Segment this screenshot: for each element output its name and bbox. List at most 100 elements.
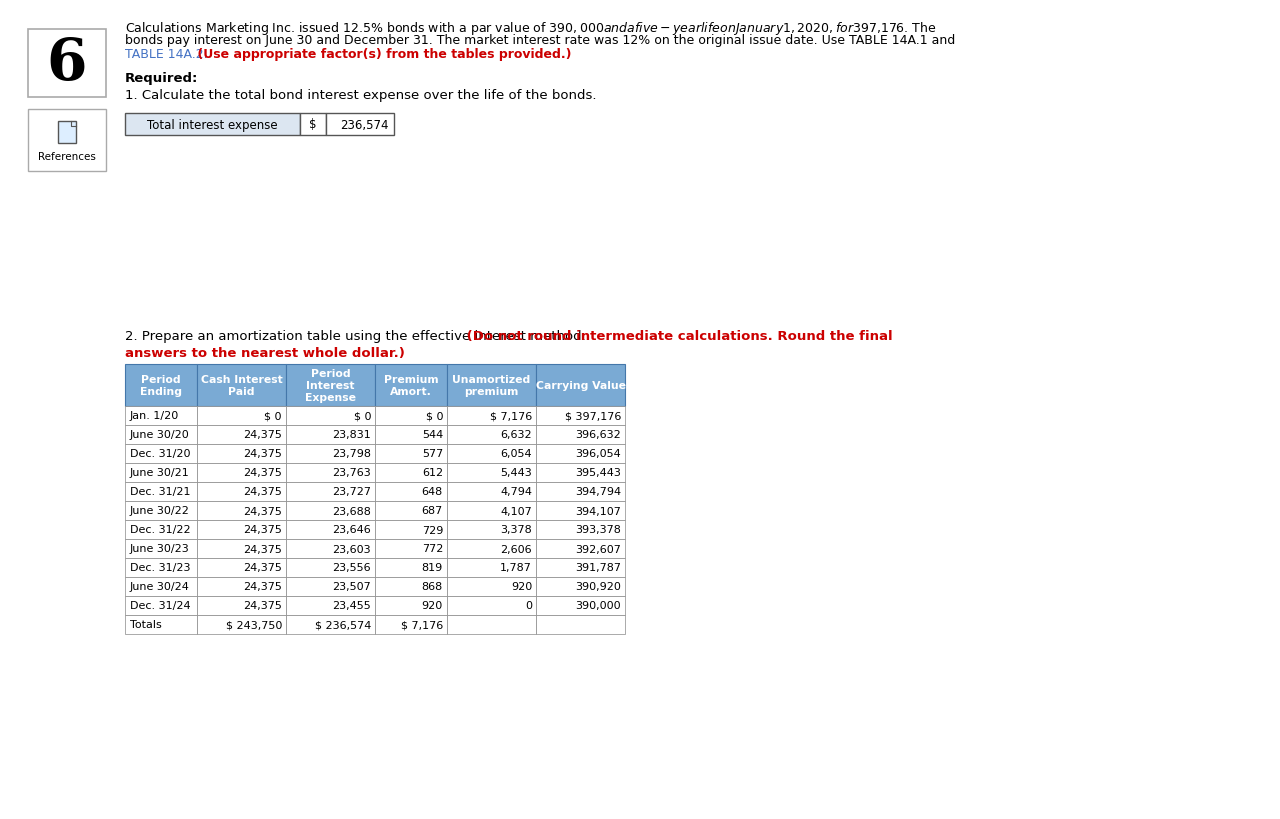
Text: 23,603: 23,603	[333, 544, 371, 554]
Text: Period
Ending: Period Ending	[140, 374, 182, 396]
FancyBboxPatch shape	[285, 520, 375, 540]
Text: 24,375: 24,375	[243, 506, 282, 516]
Text: TABLE 14A.2.: TABLE 14A.2.	[125, 48, 207, 61]
FancyBboxPatch shape	[285, 406, 375, 426]
Text: 394,107: 394,107	[576, 506, 621, 516]
FancyBboxPatch shape	[447, 501, 536, 520]
Text: Premium
Amort.: Premium Amort.	[384, 374, 438, 396]
Text: Dec. 31/20: Dec. 31/20	[131, 449, 191, 459]
Text: 612: 612	[422, 468, 443, 478]
Text: June 30/21: June 30/21	[131, 468, 189, 478]
FancyBboxPatch shape	[536, 577, 625, 596]
Text: $ 236,574: $ 236,574	[315, 620, 371, 630]
FancyBboxPatch shape	[285, 615, 375, 634]
FancyBboxPatch shape	[447, 520, 536, 540]
FancyBboxPatch shape	[375, 445, 447, 464]
Text: 24,375: 24,375	[243, 544, 282, 554]
FancyBboxPatch shape	[197, 596, 285, 615]
Text: Dec. 31/21: Dec. 31/21	[131, 487, 191, 497]
Text: 920: 920	[421, 601, 443, 611]
Text: 23,556: 23,556	[333, 563, 371, 572]
FancyBboxPatch shape	[375, 559, 447, 577]
Text: Totals: Totals	[131, 620, 161, 630]
FancyBboxPatch shape	[447, 464, 536, 482]
FancyBboxPatch shape	[197, 482, 285, 501]
FancyBboxPatch shape	[125, 364, 197, 406]
Text: Unamortized
premium: Unamortized premium	[452, 374, 531, 396]
FancyBboxPatch shape	[285, 596, 375, 615]
FancyBboxPatch shape	[447, 577, 536, 596]
Text: 2. Prepare an amortization table using the effective interest method.: 2. Prepare an amortization table using t…	[125, 329, 586, 342]
FancyBboxPatch shape	[125, 406, 197, 426]
FancyBboxPatch shape	[125, 445, 197, 464]
Text: 920: 920	[511, 581, 532, 592]
FancyBboxPatch shape	[125, 577, 197, 596]
Text: 236,574: 236,574	[340, 119, 389, 131]
FancyBboxPatch shape	[536, 445, 625, 464]
FancyBboxPatch shape	[447, 596, 536, 615]
Text: 1. Calculate the total bond interest expense over the life of the bonds.: 1. Calculate the total bond interest exp…	[125, 89, 596, 102]
Text: 23,831: 23,831	[333, 430, 371, 440]
Text: 23,798: 23,798	[332, 449, 371, 459]
Text: 6,632: 6,632	[500, 430, 532, 440]
FancyBboxPatch shape	[285, 364, 375, 406]
FancyBboxPatch shape	[125, 596, 197, 615]
FancyBboxPatch shape	[536, 364, 625, 406]
FancyBboxPatch shape	[375, 501, 447, 520]
FancyBboxPatch shape	[375, 540, 447, 559]
FancyBboxPatch shape	[197, 426, 285, 445]
Text: 6,054: 6,054	[500, 449, 532, 459]
FancyBboxPatch shape	[285, 464, 375, 482]
FancyBboxPatch shape	[197, 577, 285, 596]
Text: 23,507: 23,507	[333, 581, 371, 592]
FancyBboxPatch shape	[197, 364, 285, 406]
Text: (Use appropriate factor(s) from the tables provided.): (Use appropriate factor(s) from the tabl…	[193, 48, 571, 61]
FancyBboxPatch shape	[536, 482, 625, 501]
Text: June 30/20: June 30/20	[131, 430, 189, 440]
Text: 819: 819	[421, 563, 443, 572]
FancyBboxPatch shape	[375, 577, 447, 596]
Text: 577: 577	[421, 449, 443, 459]
Text: Dec. 31/24: Dec. 31/24	[131, 601, 191, 611]
FancyBboxPatch shape	[125, 520, 197, 540]
Text: References: References	[38, 152, 96, 162]
Text: bonds pay interest on June 30 and December 31. The market interest rate was 12% : bonds pay interest on June 30 and Decemb…	[125, 34, 955, 47]
Text: Period
Interest
Expense: Period Interest Expense	[305, 369, 356, 403]
FancyBboxPatch shape	[326, 114, 394, 136]
Text: $ 0: $ 0	[353, 411, 371, 421]
FancyBboxPatch shape	[447, 445, 536, 464]
Text: 23,727: 23,727	[332, 487, 371, 497]
Text: 23,688: 23,688	[333, 506, 371, 516]
FancyBboxPatch shape	[536, 559, 625, 577]
FancyBboxPatch shape	[375, 482, 447, 501]
Text: Total interest expense: Total interest expense	[147, 119, 278, 131]
FancyBboxPatch shape	[285, 482, 375, 501]
Text: 24,375: 24,375	[243, 487, 282, 497]
FancyBboxPatch shape	[197, 540, 285, 559]
Text: 23,763: 23,763	[333, 468, 371, 478]
Text: $ 243,750: $ 243,750	[225, 620, 282, 630]
FancyBboxPatch shape	[375, 364, 447, 406]
FancyBboxPatch shape	[447, 540, 536, 559]
Text: Carrying Value: Carrying Value	[536, 381, 626, 391]
Text: $ 0: $ 0	[425, 411, 443, 421]
Text: $ 397,176: $ 397,176	[564, 411, 621, 421]
FancyBboxPatch shape	[125, 464, 197, 482]
FancyBboxPatch shape	[125, 482, 197, 501]
FancyBboxPatch shape	[58, 122, 76, 144]
FancyBboxPatch shape	[197, 520, 285, 540]
FancyBboxPatch shape	[125, 540, 197, 559]
Text: 396,632: 396,632	[576, 430, 621, 440]
Text: 391,787: 391,787	[575, 563, 621, 572]
FancyBboxPatch shape	[375, 520, 447, 540]
FancyBboxPatch shape	[536, 426, 625, 445]
Text: 392,607: 392,607	[576, 544, 621, 554]
FancyBboxPatch shape	[197, 406, 285, 426]
Text: $ 7,176: $ 7,176	[401, 620, 443, 630]
FancyBboxPatch shape	[285, 445, 375, 464]
Text: 729: 729	[421, 525, 443, 535]
FancyBboxPatch shape	[125, 501, 197, 520]
Text: 0: 0	[525, 601, 532, 611]
Text: 687: 687	[421, 506, 443, 516]
Text: Cash Interest
Paid: Cash Interest Paid	[201, 374, 283, 396]
